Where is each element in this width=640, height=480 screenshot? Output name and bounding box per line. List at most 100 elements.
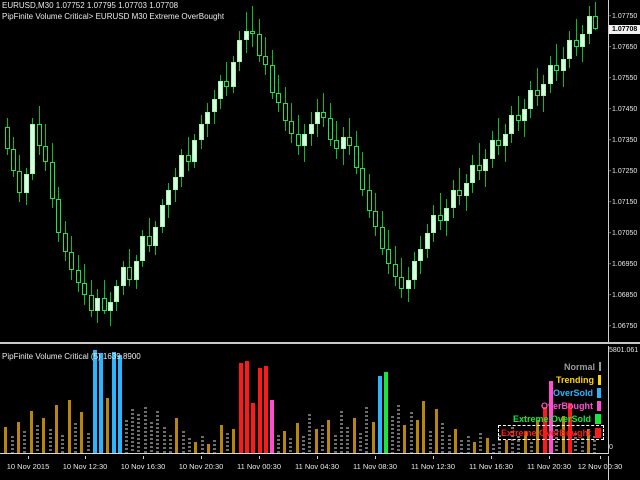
- volume-bar-trending: [315, 429, 318, 453]
- legend-item-overbought[interactable]: OverBought: [498, 399, 604, 412]
- candlestick: [574, 0, 579, 342]
- candle-body-bear: [380, 226, 385, 249]
- price-chart-pane[interactable]: EURUSD,M30 1.07752 1.07795 1.07703 1.077…: [0, 0, 640, 344]
- legend-label: OverBought: [540, 400, 593, 411]
- time-axis-label: 11 Nov 00:30: [236, 462, 282, 471]
- volume-bar-trending: [283, 431, 286, 453]
- candlestick: [548, 0, 553, 342]
- volume-bar-extreme_oversold: [384, 372, 388, 453]
- legend-label: Trending: [556, 374, 594, 385]
- volume-bar-normal: [277, 435, 280, 453]
- time-axis-label: 10 Nov 16:30: [120, 462, 166, 471]
- candle-body-bear: [69, 251, 74, 271]
- volume-plot-area[interactable]: [0, 346, 608, 454]
- candle-body-bull: [490, 139, 495, 159]
- candlestick: [82, 0, 87, 342]
- candlestick: [593, 0, 598, 342]
- candlestick: [212, 0, 217, 342]
- candlestick: [431, 0, 436, 342]
- candle-body-bear: [224, 80, 229, 88]
- volume-bar-trending: [55, 405, 58, 453]
- candle-wick: [149, 217, 150, 252]
- candlestick: [328, 0, 333, 342]
- candlestick: [516, 0, 521, 342]
- candle-body-bear: [347, 136, 352, 147]
- legend-item-extreme-oversold[interactable]: Extreme OverSold: [498, 412, 604, 425]
- volume-bar-normal: [11, 436, 14, 453]
- candlestick: [341, 0, 346, 342]
- volume-bar-normal: [169, 435, 172, 453]
- candlestick: [140, 0, 145, 342]
- candle-body-bear: [276, 93, 281, 103]
- candlestick: [270, 0, 275, 342]
- volume-indicator-header: PipFinite Volume Critical (5) 1639.8900: [2, 352, 141, 361]
- candle-body-bear: [89, 295, 94, 311]
- price-tick-label: -1.07550: [609, 75, 638, 82]
- candle-body-bull: [205, 111, 210, 125]
- volume-bar-normal: [289, 438, 292, 453]
- volume-bar-normal: [410, 412, 413, 453]
- legend-item-normal[interactable]: Normal: [498, 360, 604, 373]
- volume-bar-extreme_overbought: [568, 403, 572, 453]
- price-tick-label: -1.06850: [609, 292, 638, 299]
- candlestick: [205, 0, 210, 342]
- candlestick: [250, 0, 255, 342]
- volume-bar-normal: [492, 444, 495, 453]
- indicator-status-banner: PipFinite Volume Critical> EURUSD M30 Ex…: [2, 12, 225, 21]
- candle-body-bull: [444, 208, 449, 221]
- legend-item-oversold[interactable]: OverSold: [498, 386, 604, 399]
- time-axis[interactable]: 10 Nov 2015 10 Nov 12:30 10 Nov 16:30 10 No…: [0, 456, 622, 480]
- candlestick: [470, 0, 475, 342]
- time-tick: [375, 456, 376, 459]
- candlestick: [153, 0, 158, 342]
- candlestick: [321, 0, 326, 342]
- volume-bar-normal: [340, 411, 343, 453]
- candle-wick: [278, 74, 279, 112]
- volume-scale-axis[interactable]: 5801.061 0: [608, 346, 640, 454]
- price-plot-area[interactable]: [0, 0, 608, 342]
- price-tick-label: -1.07650: [609, 44, 638, 51]
- candlestick: [380, 0, 385, 342]
- legend-item-extreme-overbought[interactable]: Extreme OverBought: [497, 425, 604, 440]
- candle-body-bull: [140, 236, 145, 262]
- volume-bar-normal: [308, 414, 311, 453]
- candlestick: [302, 0, 307, 342]
- time-tick: [143, 456, 144, 459]
- volume-bar-oversold: [99, 353, 103, 453]
- candle-body-bull: [121, 267, 126, 287]
- legend-swatch-icon: [597, 387, 601, 398]
- candle-body-bear: [321, 111, 326, 119]
- candle-body-bull: [528, 90, 533, 109]
- candle-body-bull: [483, 158, 488, 171]
- candlestick: [263, 0, 268, 342]
- legend-item-trending[interactable]: Trending: [498, 373, 604, 386]
- price-scale-axis[interactable]: -1.07750 1.07708 -1.07650 -1.07550 -1.07450 -…: [608, 0, 640, 342]
- volume-bar-normal: [365, 407, 368, 453]
- candlestick: [425, 0, 430, 342]
- candle-body-bear: [147, 236, 152, 246]
- volume-indicator-pane[interactable]: PipFinite Volume Critical (5) 1639.8900 …: [0, 346, 640, 456]
- candlestick: [399, 0, 404, 342]
- volume-bar-normal: [581, 438, 584, 453]
- candlestick: [457, 0, 462, 342]
- candlestick: [289, 0, 294, 342]
- volume-bar-trending: [194, 442, 197, 453]
- time-tick: [317, 456, 318, 459]
- candle-wick: [576, 18, 577, 56]
- volume-bar-overbought: [549, 381, 553, 453]
- volume-bar-normal: [213, 440, 216, 453]
- candle-body-bear: [477, 164, 482, 171]
- candlestick: [561, 0, 566, 342]
- candle-body-bear: [373, 211, 378, 227]
- candlestick: [509, 0, 514, 342]
- candlestick: [334, 0, 339, 342]
- volume-bar-oversold: [378, 376, 382, 453]
- volume-bar-extreme_overbought: [543, 407, 547, 453]
- candle-body-bear: [56, 198, 61, 234]
- candle-body-bull: [431, 214, 436, 234]
- time-axis-label: 11 Nov 12:30: [410, 462, 456, 471]
- time-tick: [491, 456, 492, 459]
- legend-swatch-icon: [598, 374, 601, 385]
- volume-bar-extreme_overbought: [251, 403, 255, 453]
- volume-bar-trending: [220, 425, 223, 453]
